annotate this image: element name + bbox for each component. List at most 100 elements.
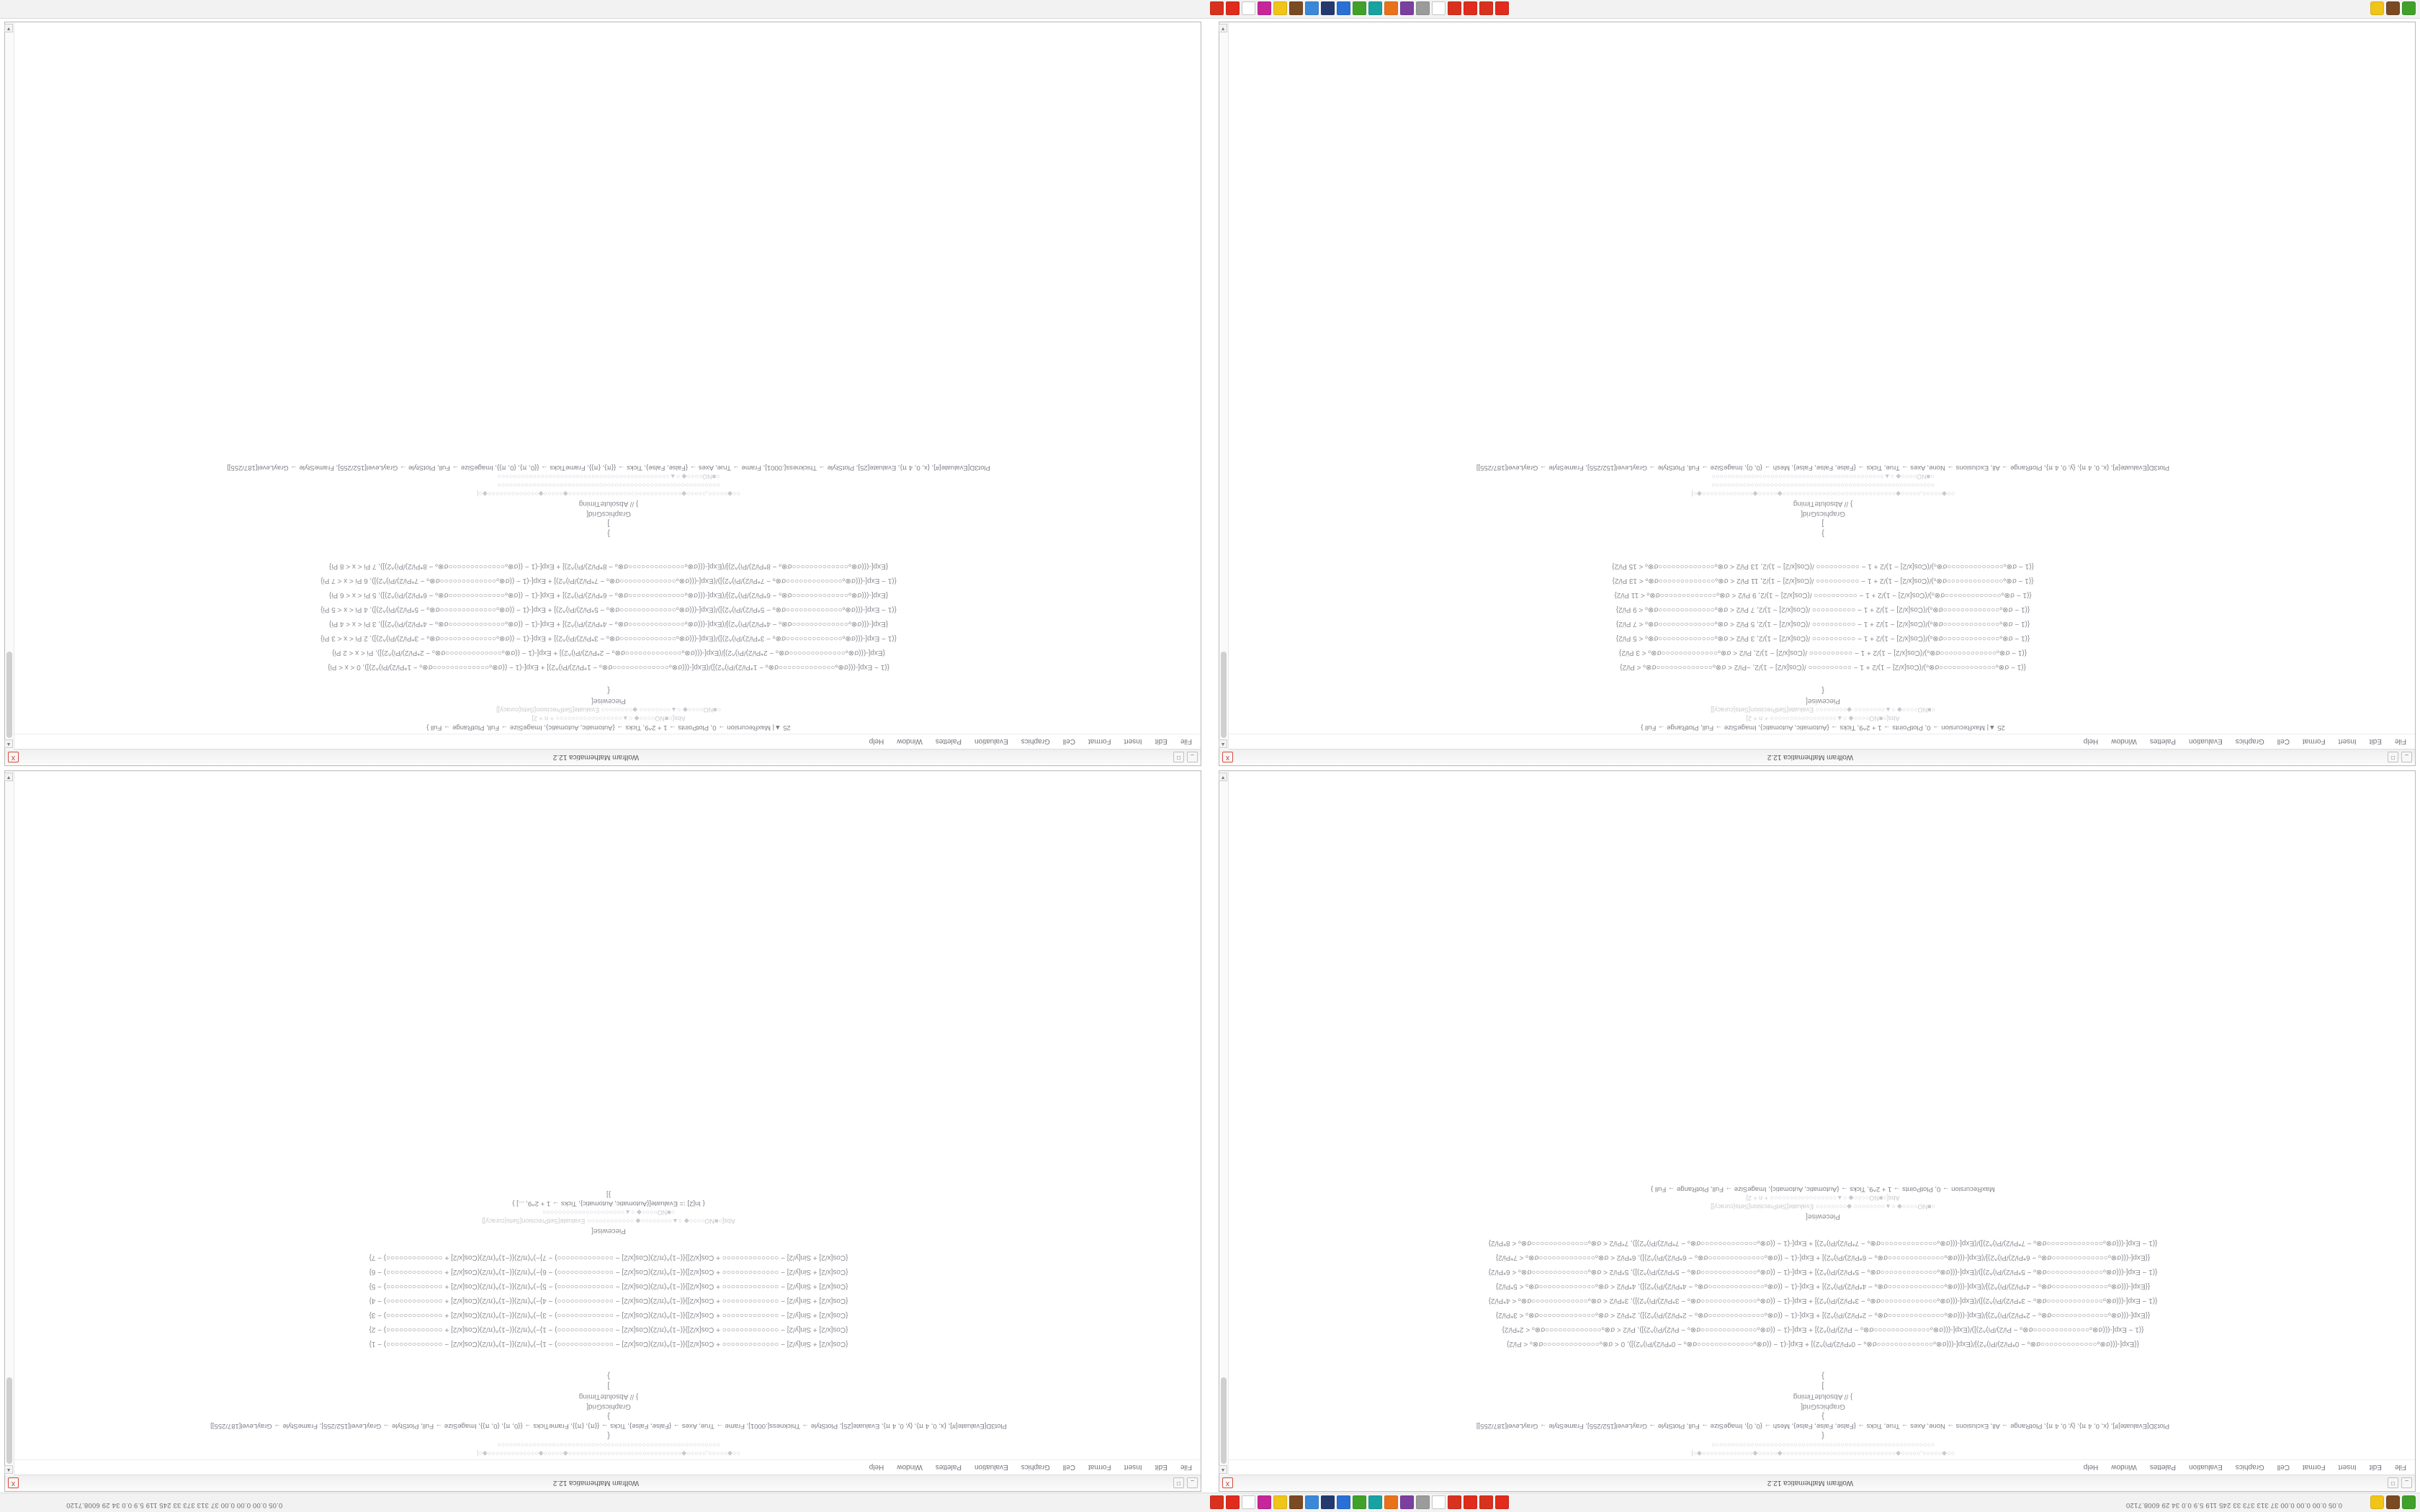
menu-item-help[interactable]: Help xyxy=(2083,1463,2099,1472)
taskbar-icon-app[interactable] xyxy=(1321,1495,1335,1510)
titlebar-bottom-right[interactable]: _ □ Wolfram Mathematica 12.2 X xyxy=(5,749,1201,765)
menu-item-file[interactable]: File xyxy=(1180,737,1192,746)
menu-item-evaluation[interactable]: Evaluation xyxy=(2189,1463,2223,1472)
menu-item-insert[interactable]: Insert xyxy=(2338,737,2357,746)
menu-item-format[interactable]: Format xyxy=(1088,737,1111,746)
taskbar-icon-mail[interactable] xyxy=(1305,1495,1319,1510)
panel-indicator-brown[interactable] xyxy=(2386,1495,2400,1510)
menu-item-window[interactable]: Window xyxy=(897,1463,923,1472)
menu-item-evaluation[interactable]: Evaluation xyxy=(2189,737,2223,746)
close-button[interactable]: X xyxy=(1222,1477,1233,1489)
menu-item-window[interactable]: Window xyxy=(897,737,923,746)
menu-item-insert[interactable]: Insert xyxy=(1124,1463,1142,1472)
panel-indicator-brown-2[interactable] xyxy=(2386,1,2400,16)
taskbar-icon-media[interactable] xyxy=(1258,1495,1271,1510)
top-panel-taskbar[interactable] xyxy=(1210,1495,1509,1511)
close-button[interactable]: X xyxy=(8,752,19,763)
taskbar2-icon-media[interactable] xyxy=(1258,1,1271,16)
close-button[interactable]: X xyxy=(8,1477,19,1489)
scroll-thumb[interactable] xyxy=(1221,652,1227,738)
vertical-scrollbar-bottom-left[interactable]: ▲ ▼ xyxy=(1219,22,1229,750)
scroll-up-arrow[interactable]: ▲ xyxy=(4,1465,13,1474)
menu-item-format[interactable]: Format xyxy=(2302,1463,2326,1472)
vertical-scrollbar-top-right[interactable]: ▲ ▼ xyxy=(4,771,14,1475)
menu-item-palettes[interactable]: Palettes xyxy=(935,1463,962,1472)
taskbar2-icon-notes[interactable] xyxy=(1273,1,1287,16)
scroll-down-arrow[interactable]: ▼ xyxy=(4,24,13,32)
menu-item-cell[interactable]: Cell xyxy=(1062,737,1075,746)
panel-indicator-green[interactable] xyxy=(2402,1495,2416,1510)
taskbar-icon-red-2[interactable] xyxy=(1479,1495,1493,1510)
taskbar-icon-settings[interactable] xyxy=(1416,1495,1430,1510)
scroll-down-arrow[interactable]: ▼ xyxy=(4,773,13,781)
menu-item-palettes[interactable]: Palettes xyxy=(2149,737,2176,746)
mathematica-window-top-left[interactable]: _ □ Wolfram Mathematica 12.2 X File Edit… xyxy=(1219,770,2416,1492)
menu-item-help[interactable]: Help xyxy=(869,1463,884,1472)
mathematica-window-bottom-right[interactable]: _ □ Wolfram Mathematica 12.2 X File Edit… xyxy=(4,22,1201,766)
bottom-panel-left-tray[interactable] xyxy=(2370,1,2416,17)
menu-item-edit[interactable]: Edit xyxy=(2369,1463,2382,1472)
menu-item-palettes[interactable]: Palettes xyxy=(935,737,962,746)
taskbar2-icon-terminal[interactable] xyxy=(1368,1,1382,16)
menu-item-edit[interactable]: Edit xyxy=(1155,1463,1168,1472)
scroll-up-arrow[interactable]: ▲ xyxy=(4,739,13,748)
taskbar-icon-archive[interactable] xyxy=(1289,1495,1303,1510)
menubar-top-right[interactable]: File Edit Insert Format Cell Graphics Ev… xyxy=(5,1459,1201,1475)
scroll-down-arrow[interactable]: ▼ xyxy=(1219,24,1227,32)
notebook-body-top-left[interactable]: ○○◆○○○○○,○○○○○◆○○○○○○○○○○○○○○○○○○○○○○○○○… xyxy=(1219,771,2415,1459)
taskbar2-icon-document[interactable] xyxy=(1432,1,1446,16)
maximize-button[interactable]: □ xyxy=(2388,1477,2398,1489)
minimize-button[interactable]: _ xyxy=(1187,752,1198,763)
taskbar-icon-red-3[interactable] xyxy=(1464,1495,1477,1510)
panel-indicator-green-2[interactable] xyxy=(2402,1,2416,16)
vertical-scrollbar-bottom-right[interactable]: ▲ ▼ xyxy=(4,22,14,750)
taskbar2-icon-red-1[interactable] xyxy=(1495,1,1509,16)
menu-item-evaluation[interactable]: Evaluation xyxy=(974,1463,1008,1472)
taskbar2-icon-app[interactable] xyxy=(1321,1,1335,16)
top-panel-left-tray[interactable] xyxy=(2370,1495,2416,1511)
taskbar-icon-files[interactable] xyxy=(1353,1495,1366,1510)
taskbar2-icon-firefox[interactable] xyxy=(1384,1,1398,16)
bottom-panel[interactable]: 0.05 0.00 0.00 0.00 37 313 373 33 245 11… xyxy=(0,0,2420,19)
menubar-top-left[interactable]: File Edit Insert Format Cell Graphics Ev… xyxy=(1219,1459,2415,1475)
taskbar2-icon-red-3[interactable] xyxy=(1464,1,1477,16)
mathematica-window-top-right[interactable]: _ □ Wolfram Mathematica 12.2 X File Edit… xyxy=(4,770,1201,1492)
taskbar-icon-mathematica-2[interactable] xyxy=(1210,1495,1224,1510)
menu-item-graphics[interactable]: Graphics xyxy=(1021,737,1050,746)
titlebar-top-left[interactable]: _ □ Wolfram Mathematica 12.2 X xyxy=(1219,1475,2415,1491)
taskbar-icon-firefox[interactable] xyxy=(1384,1495,1398,1510)
maximize-button[interactable]: □ xyxy=(1173,752,1184,763)
taskbar2-icon-mathematica-2[interactable] xyxy=(1210,1,1224,16)
scroll-thumb[interactable] xyxy=(6,652,12,738)
mathematica-window-bottom-left[interactable]: _ □ Wolfram Mathematica 12.2 X File Edit… xyxy=(1219,22,2416,766)
menu-item-help[interactable]: Help xyxy=(2083,737,2099,746)
menu-item-evaluation[interactable]: Evaluation xyxy=(974,737,1008,746)
vertical-scrollbar-top-left[interactable]: ▲ ▼ xyxy=(1219,771,1229,1475)
taskbar2-icon-browser[interactable] xyxy=(1400,1,1414,16)
taskbar-icon-page[interactable] xyxy=(1242,1495,1255,1510)
taskbar-icon-browser[interactable] xyxy=(1400,1495,1414,1510)
scroll-thumb[interactable] xyxy=(6,1377,12,1464)
taskbar-icon-red-4[interactable] xyxy=(1448,1495,1461,1510)
titlebar-bottom-left[interactable]: _ □ Wolfram Mathematica 12.2 X xyxy=(1219,749,2415,765)
taskbar-icon-red-1[interactable] xyxy=(1495,1495,1509,1510)
taskbar-icon-terminal[interactable] xyxy=(1368,1495,1382,1510)
minimize-button[interactable]: _ xyxy=(2401,752,2412,763)
menu-item-window[interactable]: Window xyxy=(2111,1463,2137,1472)
menu-item-file[interactable]: File xyxy=(1180,1463,1192,1472)
menu-item-palettes[interactable]: Palettes xyxy=(2149,1463,2176,1472)
taskbar2-icon-page[interactable] xyxy=(1242,1,1255,16)
maximize-button[interactable]: □ xyxy=(1173,1477,1184,1489)
taskbar2-icon-files[interactable] xyxy=(1353,1,1366,16)
taskbar2-icon-mathematica-1[interactable] xyxy=(1226,1,1240,16)
menu-item-insert[interactable]: Insert xyxy=(1124,737,1142,746)
close-button[interactable]: X xyxy=(1222,752,1233,763)
panel-indicator-yellow[interactable] xyxy=(2370,1495,2384,1510)
taskbar-icon-notes[interactable] xyxy=(1273,1495,1287,1510)
menu-item-cell[interactable]: Cell xyxy=(2277,1463,2290,1472)
menu-item-help[interactable]: Help xyxy=(869,737,884,746)
menu-item-file[interactable]: File xyxy=(2394,1463,2406,1472)
menu-item-graphics[interactable]: Graphics xyxy=(2235,737,2264,746)
taskbar2-icon-editor[interactable] xyxy=(1337,1,1350,16)
menu-item-edit[interactable]: Edit xyxy=(1155,737,1168,746)
